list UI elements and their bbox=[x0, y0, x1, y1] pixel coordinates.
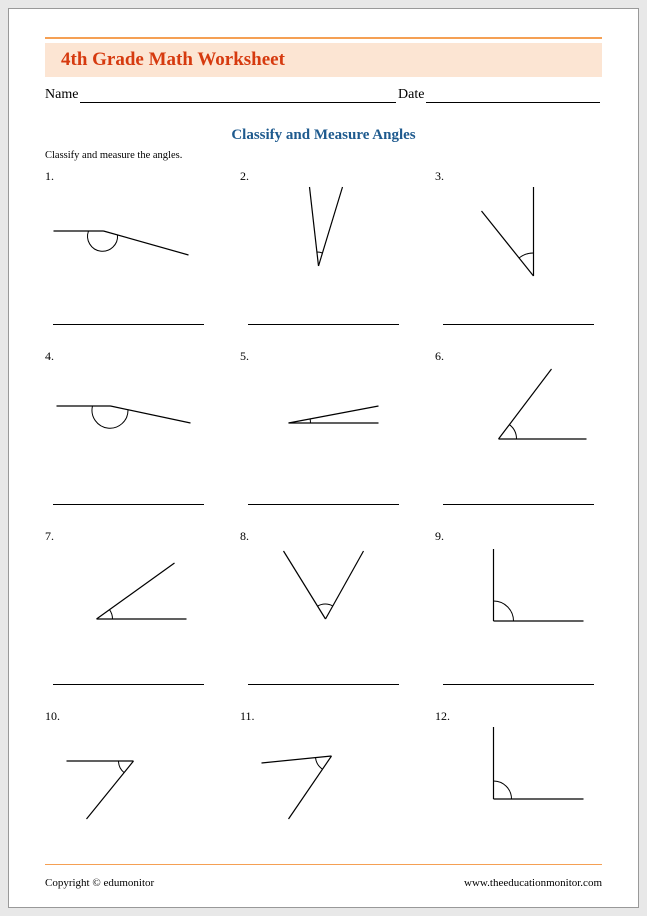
problem: 11. bbox=[240, 707, 407, 875]
angle-figure bbox=[240, 541, 407, 651]
problem: 6. bbox=[435, 347, 602, 515]
angle-figure bbox=[240, 181, 407, 291]
angle-figure bbox=[435, 181, 602, 291]
name-date-row: Name Date bbox=[45, 87, 602, 105]
answer-line bbox=[248, 324, 399, 325]
title-bar: 4th Grade Math Worksheet bbox=[45, 43, 602, 77]
angle-figure bbox=[45, 721, 212, 831]
answer-line bbox=[53, 324, 204, 325]
instructions: Classify and measure the angles. bbox=[45, 150, 602, 161]
angle-figure bbox=[45, 541, 212, 651]
problem: 5. bbox=[240, 347, 407, 515]
problem: 8. bbox=[240, 527, 407, 695]
angle-figure bbox=[435, 721, 602, 831]
top-rule bbox=[45, 37, 602, 39]
answer-line bbox=[248, 684, 399, 685]
footer-right: www.theeducationmonitor.com bbox=[464, 877, 602, 889]
angle-figure bbox=[45, 181, 212, 291]
page-title: 4th Grade Math Worksheet bbox=[61, 49, 285, 70]
problem: 12. bbox=[435, 707, 602, 875]
angle-figure bbox=[240, 721, 407, 831]
answer-line bbox=[53, 684, 204, 685]
problem: 7. bbox=[45, 527, 212, 695]
problem: 1. bbox=[45, 167, 212, 335]
problem: 10. bbox=[45, 707, 212, 875]
problem: 3. bbox=[435, 167, 602, 335]
problem: 2. bbox=[240, 167, 407, 335]
name-line bbox=[80, 87, 396, 103]
date-label: Date bbox=[398, 87, 424, 103]
angle-figure bbox=[435, 361, 602, 471]
answer-line bbox=[443, 684, 594, 685]
subtitle: Classify and Measure Angles bbox=[45, 127, 602, 144]
problem-grid: 1.2.3. 4.5.6. 7.8.9. 10.11.12. bbox=[45, 167, 602, 875]
answer-line bbox=[443, 324, 594, 325]
name-label: Name bbox=[45, 87, 78, 103]
angle-figure bbox=[435, 541, 602, 651]
problem: 4. bbox=[45, 347, 212, 515]
angle-figure bbox=[45, 361, 212, 471]
worksheet-page: 4th Grade Math Worksheet Name Date Class… bbox=[8, 8, 639, 908]
footer-rule bbox=[45, 864, 602, 866]
angle-figure bbox=[240, 361, 407, 471]
footer-left: Copyright © edumonitor bbox=[45, 877, 154, 889]
answer-line bbox=[443, 504, 594, 505]
problem: 9. bbox=[435, 527, 602, 695]
answer-line bbox=[248, 504, 399, 505]
answer-line bbox=[53, 504, 204, 505]
footer: Copyright © edumonitor www.theeducationm… bbox=[45, 877, 602, 889]
date-line bbox=[426, 87, 600, 103]
